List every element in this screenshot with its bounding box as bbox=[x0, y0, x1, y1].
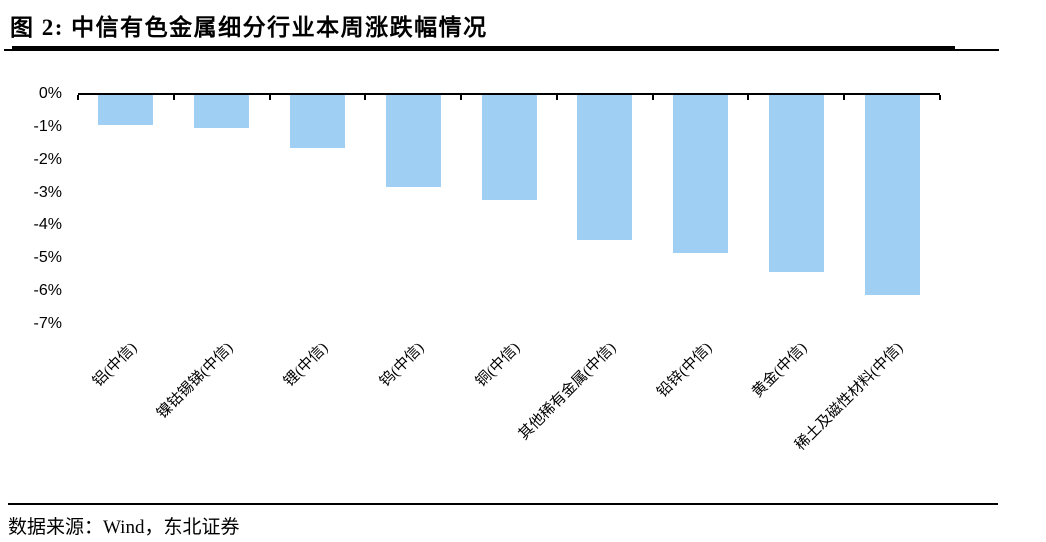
axis-tick bbox=[651, 95, 654, 100]
bar bbox=[194, 95, 250, 128]
bar bbox=[289, 95, 345, 148]
axis-tick bbox=[843, 95, 846, 100]
x-axis-category-label: 镍钴锡锑(中信) bbox=[153, 340, 236, 423]
y-axis-tick-label: -3% bbox=[33, 183, 62, 201]
x-axis-category-label: 黄金(中信) bbox=[749, 340, 811, 401]
bar bbox=[98, 95, 154, 125]
figure-title: 图 2: 中信有色金属细分行业本周涨跌幅情况 bbox=[10, 15, 488, 40]
title-rule-thick bbox=[12, 46, 955, 51]
x-axis-category-label: 其他稀有金属(中信) bbox=[515, 340, 620, 444]
y-axis-tick-label: -1% bbox=[33, 117, 62, 135]
axis-tick bbox=[460, 95, 463, 100]
bar bbox=[481, 95, 537, 201]
axis-tick bbox=[364, 95, 367, 100]
x-axis-line bbox=[78, 93, 940, 95]
x-axis-category-label: 铝(中信) bbox=[89, 340, 141, 391]
axis-tick bbox=[939, 95, 941, 100]
axis-tick bbox=[747, 95, 750, 100]
source-note: 数据来源：Wind，东北证券 bbox=[8, 517, 240, 538]
bar bbox=[577, 95, 633, 240]
axis-tick bbox=[268, 95, 271, 100]
bar bbox=[673, 95, 729, 253]
source-rule bbox=[8, 503, 998, 505]
y-axis-tick-label: -2% bbox=[33, 150, 62, 168]
x-axis-category-label: 锂(中信) bbox=[281, 340, 332, 391]
bar bbox=[768, 95, 824, 273]
y-axis-tick-label: -6% bbox=[33, 282, 62, 300]
x-axis-category-label: 稀土及磁性材料(中信) bbox=[792, 340, 907, 454]
x-axis-category-label: 铅锌(中信) bbox=[654, 340, 715, 401]
axis-tick bbox=[77, 95, 79, 100]
y-axis-tick-label: 0% bbox=[38, 85, 62, 102]
axis-tick bbox=[555, 95, 558, 100]
y-axis-tick-label: -4% bbox=[33, 216, 62, 234]
y-axis-tick-label: -5% bbox=[33, 249, 62, 267]
bar bbox=[385, 95, 441, 187]
x-axis-category-label: 钨(中信) bbox=[377, 340, 428, 391]
axis-tick bbox=[172, 95, 175, 100]
y-axis-tick-label: -7% bbox=[33, 314, 62, 332]
x-axis-category-label: 铜(中信) bbox=[473, 340, 524, 391]
bar bbox=[864, 95, 920, 296]
